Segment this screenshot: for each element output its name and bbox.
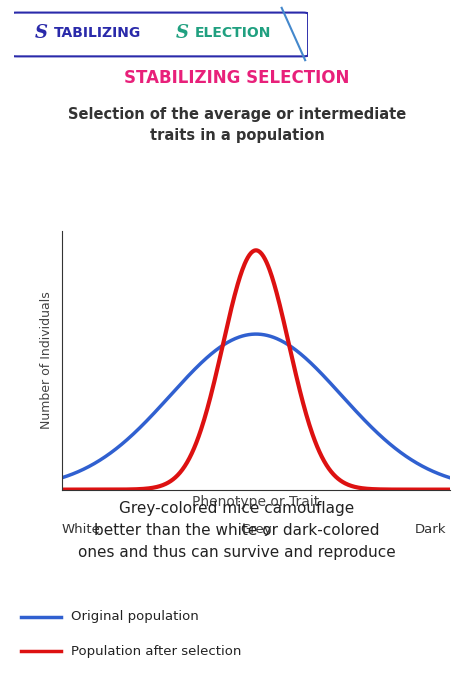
Text: S: S [35, 24, 48, 42]
X-axis label: Phenotype or Trait: Phenotype or Trait [192, 495, 319, 509]
Text: S: S [176, 24, 189, 42]
Text: Grey: Grey [240, 523, 272, 537]
Text: Original population: Original population [71, 611, 199, 624]
Text: ELECTION: ELECTION [195, 26, 271, 40]
Text: Selection of the average or intermediate
traits in a population: Selection of the average or intermediate… [68, 107, 406, 143]
Y-axis label: Number of Individuals: Number of Individuals [40, 292, 53, 429]
Text: Grey-colored mice camouflage
better than the white or dark-colored
ones and thus: Grey-colored mice camouflage better than… [78, 501, 396, 560]
Text: Population after selection: Population after selection [71, 645, 241, 658]
Text: Dark: Dark [415, 523, 447, 537]
Text: STABILIZING SELECTION: STABILIZING SELECTION [124, 69, 350, 87]
FancyBboxPatch shape [11, 12, 308, 56]
Text: TABILIZING: TABILIZING [54, 26, 141, 40]
Text: White: White [62, 523, 100, 537]
